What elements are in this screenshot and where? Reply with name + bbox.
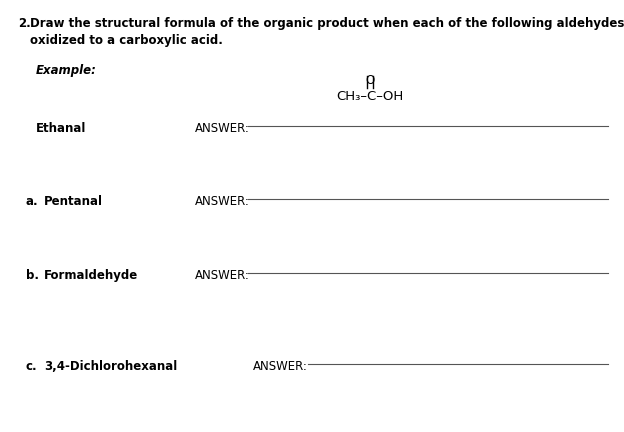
Text: 3,4-Dichlorohexanal: 3,4-Dichlorohexanal — [44, 360, 177, 373]
Text: ANSWER:: ANSWER: — [195, 195, 250, 208]
Text: Pentanal: Pentanal — [44, 195, 103, 208]
Text: Draw the structural formula of the organic product when each of the following al: Draw the structural formula of the organ… — [30, 17, 624, 47]
Text: ANSWER:: ANSWER: — [195, 269, 250, 282]
Text: Formaldehyde: Formaldehyde — [44, 269, 139, 282]
Text: 2.: 2. — [18, 17, 31, 30]
Text: c.: c. — [26, 360, 37, 373]
Text: ANSWER:: ANSWER: — [253, 360, 308, 373]
Text: Example:: Example: — [36, 64, 97, 77]
Text: ANSWER:: ANSWER: — [195, 122, 250, 135]
Text: CH₃–C–OH: CH₃–C–OH — [336, 90, 404, 103]
Text: Ethanal: Ethanal — [36, 122, 86, 135]
Text: a.: a. — [26, 195, 39, 208]
Text: b.: b. — [26, 269, 39, 282]
Text: O: O — [366, 74, 374, 87]
